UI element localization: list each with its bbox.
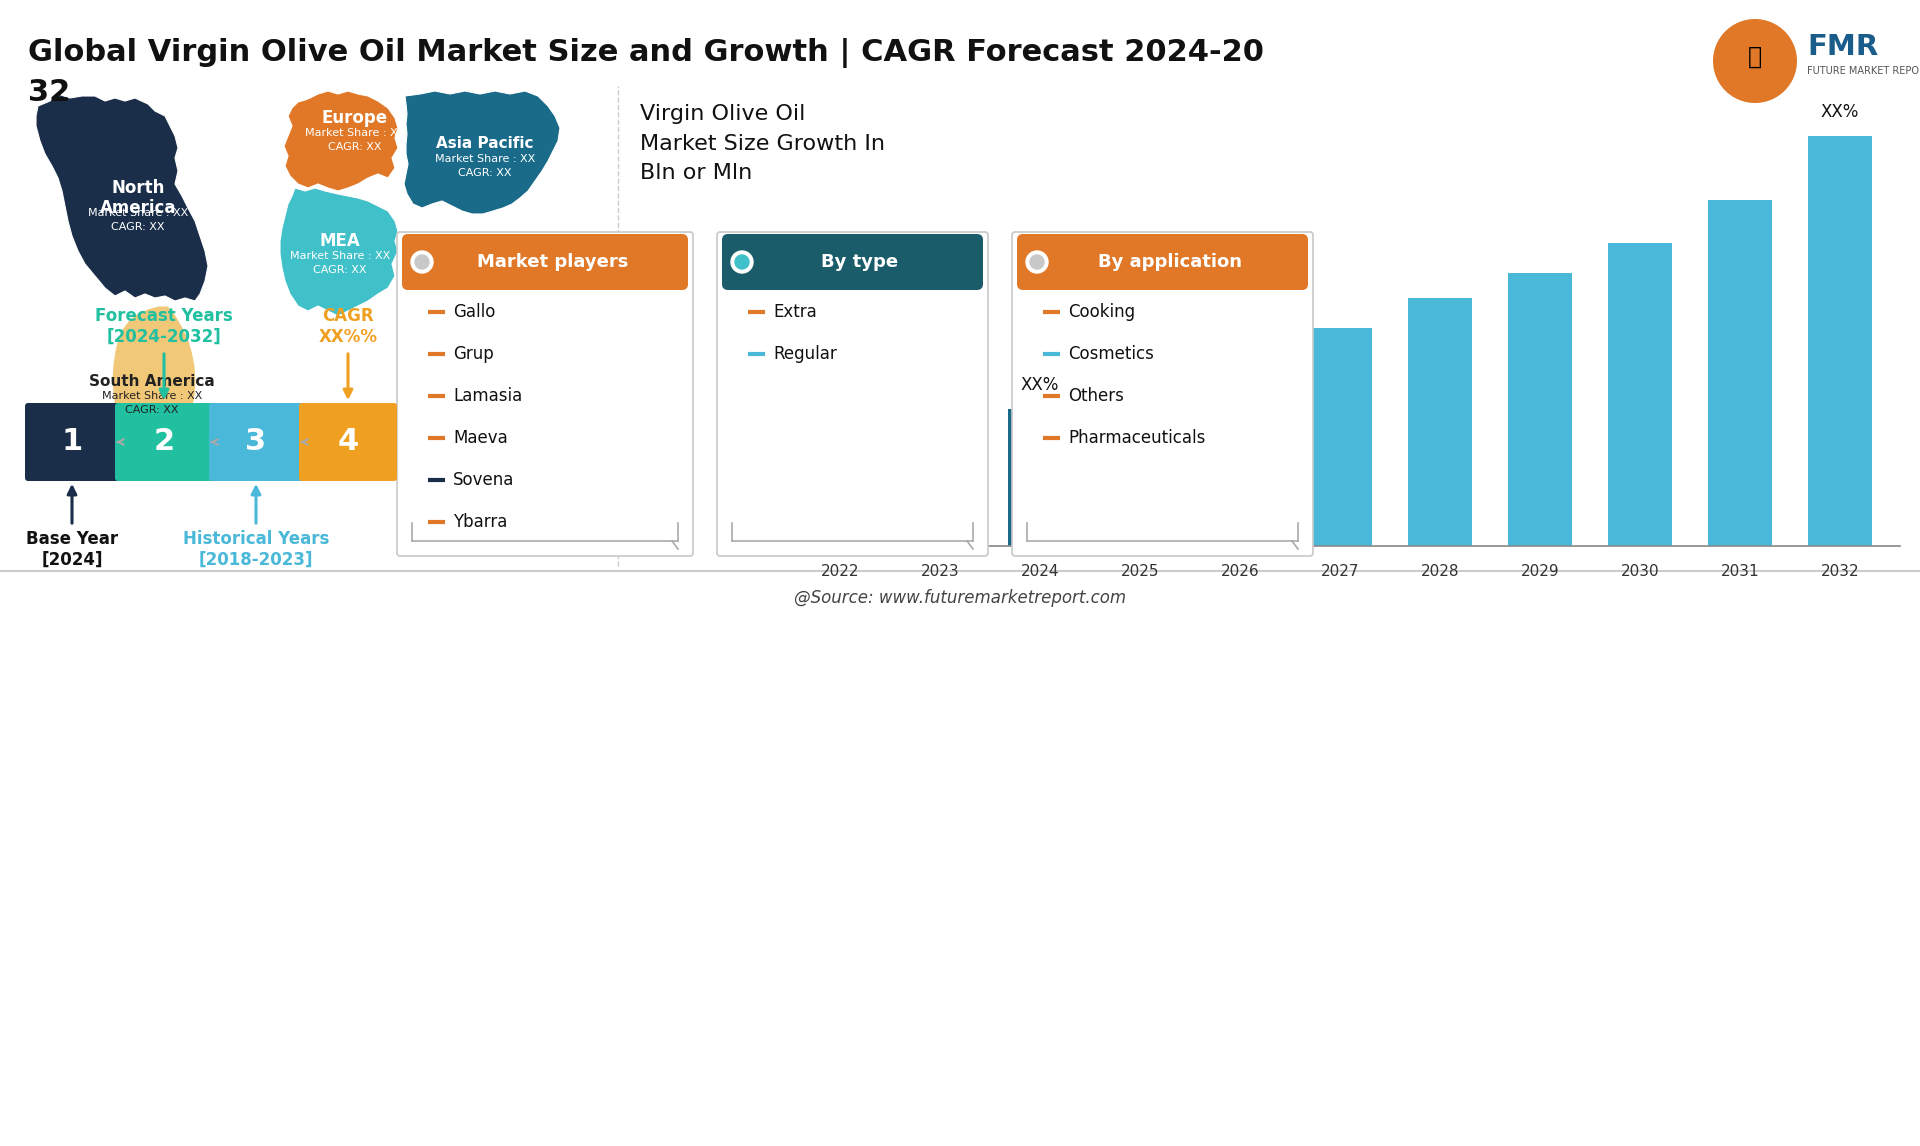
FancyBboxPatch shape — [115, 403, 213, 481]
Polygon shape — [403, 91, 561, 214]
Text: South America: South America — [88, 374, 215, 388]
Text: North
America: North America — [100, 179, 177, 218]
Circle shape — [411, 251, 434, 273]
FancyBboxPatch shape — [1809, 136, 1872, 545]
FancyBboxPatch shape — [908, 435, 972, 545]
Text: Sovena: Sovena — [453, 471, 515, 489]
FancyBboxPatch shape — [1012, 231, 1313, 556]
Text: Market Share : XX
CAGR: XX: Market Share : XX CAGR: XX — [102, 392, 202, 415]
Text: 2032: 2032 — [1820, 564, 1859, 579]
Text: 2031: 2031 — [1720, 564, 1759, 579]
Text: Market Share : XX
CAGR: XX: Market Share : XX CAGR: XX — [434, 155, 536, 178]
Text: Market Share : XX
CAGR: XX: Market Share : XX CAGR: XX — [88, 209, 188, 231]
Text: XX%: XX% — [1820, 103, 1859, 121]
Polygon shape — [492, 317, 549, 370]
Text: Lamasia: Lamasia — [453, 387, 522, 405]
Text: Others: Others — [1068, 387, 1123, 405]
Text: Market Share : XX
CAGR: XX: Market Share : XX CAGR: XX — [290, 251, 390, 275]
Text: MEA: MEA — [319, 231, 361, 250]
Text: Global Virgin Olive Oil Market Size and Growth | CAGR Forecast 2024-20: Global Virgin Olive Oil Market Size and … — [29, 38, 1263, 68]
Text: FMR: FMR — [1807, 33, 1878, 61]
Polygon shape — [284, 91, 397, 191]
FancyBboxPatch shape — [1208, 354, 1271, 545]
Text: 2027: 2027 — [1321, 564, 1359, 579]
Text: Cooking: Cooking — [1068, 303, 1135, 321]
Text: 2026: 2026 — [1221, 564, 1260, 579]
Polygon shape — [111, 306, 196, 471]
FancyBboxPatch shape — [209, 403, 303, 481]
Text: 🔭: 🔭 — [1747, 45, 1763, 69]
Text: Forecast Years
[2024-2032]: Forecast Years [2024-2032] — [96, 307, 232, 346]
FancyBboxPatch shape — [1709, 201, 1772, 545]
Text: Cosmetics: Cosmetics — [1068, 345, 1154, 363]
Polygon shape — [280, 188, 397, 316]
FancyBboxPatch shape — [25, 403, 119, 481]
Text: CAGR
XX%%: CAGR XX%% — [319, 307, 378, 346]
FancyBboxPatch shape — [1308, 328, 1373, 545]
Text: 2028: 2028 — [1421, 564, 1459, 579]
Circle shape — [415, 256, 428, 269]
Text: Regular: Regular — [774, 345, 837, 363]
FancyBboxPatch shape — [808, 461, 872, 545]
Text: 4: 4 — [338, 427, 359, 456]
Text: Asia Pacific: Asia Pacific — [436, 136, 534, 151]
Text: Pharmaceuticals: Pharmaceuticals — [1068, 429, 1206, 447]
FancyBboxPatch shape — [1407, 298, 1473, 545]
Circle shape — [1025, 251, 1048, 273]
FancyBboxPatch shape — [1008, 409, 1071, 545]
FancyBboxPatch shape — [1018, 234, 1308, 290]
Text: 2030: 2030 — [1620, 564, 1659, 579]
FancyBboxPatch shape — [716, 231, 989, 556]
FancyBboxPatch shape — [397, 231, 693, 556]
Text: 2023: 2023 — [922, 564, 960, 579]
FancyBboxPatch shape — [1507, 273, 1572, 545]
FancyBboxPatch shape — [300, 403, 397, 481]
Text: Maeva: Maeva — [453, 429, 507, 447]
Polygon shape — [555, 356, 566, 383]
Text: Extra: Extra — [774, 303, 816, 321]
Text: FUTURE MARKET REPORT: FUTURE MARKET REPORT — [1807, 66, 1920, 76]
Circle shape — [1029, 256, 1044, 269]
Text: 2022: 2022 — [820, 564, 860, 579]
FancyBboxPatch shape — [722, 234, 983, 290]
Text: XX%: XX% — [1021, 376, 1060, 394]
FancyBboxPatch shape — [401, 234, 687, 290]
Text: Ybarra: Ybarra — [453, 513, 507, 531]
Text: Gallo: Gallo — [453, 303, 495, 321]
Text: 1: 1 — [61, 427, 83, 456]
Text: Europe: Europe — [323, 109, 388, 127]
Circle shape — [732, 251, 753, 273]
Text: 2024: 2024 — [1021, 564, 1060, 579]
Text: By application: By application — [1098, 253, 1242, 270]
Wedge shape — [1713, 19, 1797, 103]
Text: Grup: Grup — [453, 345, 493, 363]
Polygon shape — [36, 94, 207, 301]
Text: 3: 3 — [246, 427, 267, 456]
Circle shape — [735, 256, 749, 269]
Text: Base Year
[2024]: Base Year [2024] — [27, 529, 117, 568]
Text: 2029: 2029 — [1521, 564, 1559, 579]
Text: By type: By type — [822, 253, 899, 270]
Text: 32: 32 — [29, 78, 71, 107]
Text: Historical Years
[2018-2023]: Historical Years [2018-2023] — [182, 529, 328, 568]
Text: 2025: 2025 — [1121, 564, 1160, 579]
Text: Market players: Market players — [478, 253, 628, 270]
FancyBboxPatch shape — [1108, 384, 1171, 545]
Text: Virgin Olive Oil
Market Size Growth In
Bln or Mln: Virgin Olive Oil Market Size Growth In B… — [639, 104, 885, 183]
Text: 2: 2 — [154, 427, 175, 456]
Text: @Source: www.futuremarketreport.com: @Source: www.futuremarketreport.com — [795, 589, 1125, 607]
FancyBboxPatch shape — [1609, 243, 1672, 545]
Text: Market Share : XX
CAGR: XX: Market Share : XX CAGR: XX — [305, 128, 405, 151]
